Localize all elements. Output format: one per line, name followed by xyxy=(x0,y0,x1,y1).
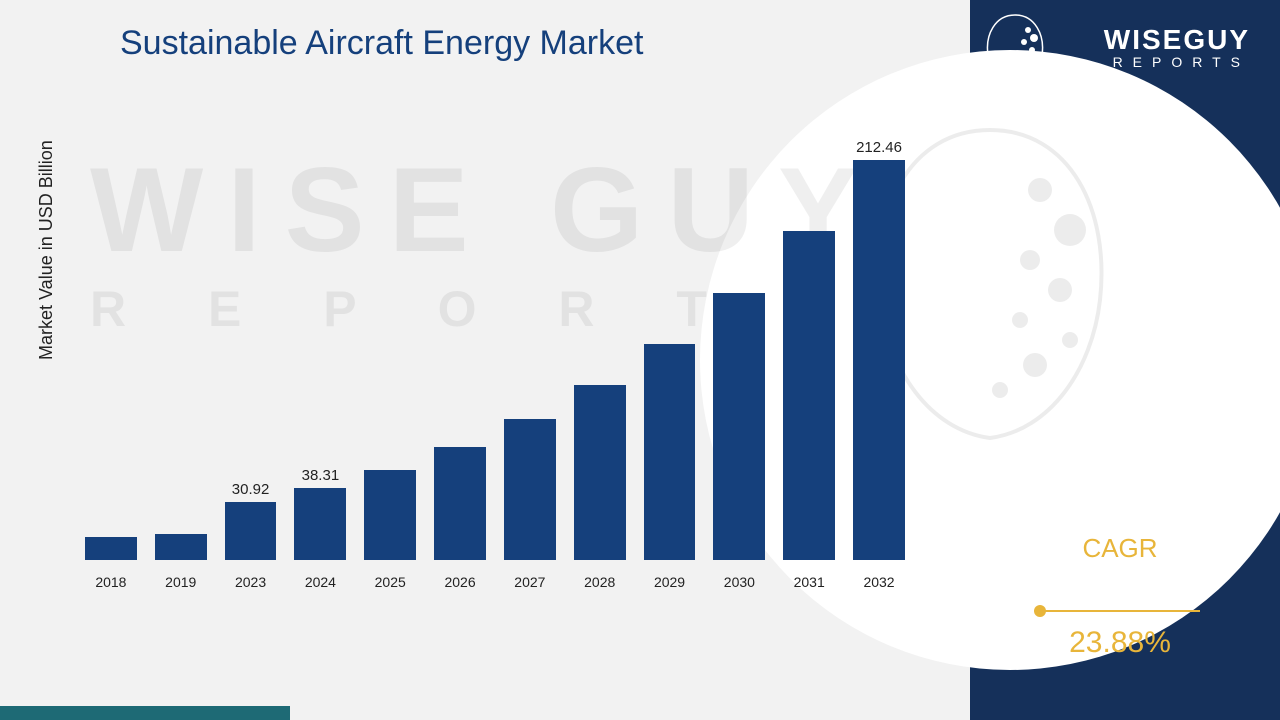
x-tick-label: 2029 xyxy=(644,568,696,590)
bar-wrap xyxy=(783,231,835,560)
bar-wrap: 30.92 xyxy=(225,481,277,560)
cagr-title: CAGR xyxy=(1020,533,1220,564)
bar xyxy=(225,502,277,560)
cagr-years: (2019-2032) xyxy=(1020,566,1220,592)
bar-wrap: 212.46 xyxy=(853,139,905,560)
x-tick-label: 2019 xyxy=(155,568,207,590)
bar-wrap xyxy=(434,447,486,560)
chart-title: Sustainable Aircraft Energy Market xyxy=(120,24,643,63)
cagr-block: CAGR (2019-2032) 23.88% xyxy=(1020,533,1220,660)
bar xyxy=(644,344,696,561)
bar xyxy=(294,488,346,560)
x-tick-label: 2032 xyxy=(853,568,905,590)
bar-wrap xyxy=(574,385,626,560)
bar xyxy=(85,537,137,560)
cagr-divider xyxy=(1040,610,1200,612)
x-tick-label: 2026 xyxy=(434,568,486,590)
bar xyxy=(504,419,556,560)
bar xyxy=(574,385,626,560)
bar-chart: 30.92 38.31 212.46 2018 2019 2023 2024 2025 202… xyxy=(85,130,905,590)
y-axis-label: Market Value in USD Billion xyxy=(36,140,57,360)
x-axis-labels: 2018 2019 2023 2024 2025 2026 2027 2028 2029 2030… xyxy=(85,568,905,590)
x-tick-label: 2027 xyxy=(504,568,556,590)
bar-value-label: 212.46 xyxy=(856,139,902,156)
x-tick-label: 2031 xyxy=(783,568,835,590)
bar xyxy=(364,470,416,560)
logo-sub-text: REPORTS xyxy=(1104,54,1250,70)
x-tick-label: 2018 xyxy=(85,568,137,590)
bar xyxy=(853,160,905,560)
bar-wrap: 38.31 xyxy=(294,467,346,560)
brand-logo: WISEGUY REPORTS xyxy=(1104,24,1250,70)
bottom-accent-bar xyxy=(0,706,290,720)
bar-value-label: 38.31 xyxy=(302,467,340,484)
bar-wrap xyxy=(364,470,416,560)
bar xyxy=(783,231,835,560)
cagr-value: 23.88% xyxy=(1020,626,1220,660)
bar-wrap xyxy=(713,293,765,560)
bar-value-label: 30.92 xyxy=(232,481,270,498)
chart-canvas: WISEGUY REPORTS Sustainable Aircraft Ene… xyxy=(0,0,1280,720)
logo-main-text: WISEGUY xyxy=(1104,24,1250,56)
x-tick-label: 2028 xyxy=(574,568,626,590)
x-tick-label: 2030 xyxy=(713,568,765,590)
x-tick-label: 2024 xyxy=(294,568,346,590)
bar-wrap xyxy=(85,537,137,560)
logo-head-icon xyxy=(980,10,1050,90)
bar xyxy=(155,534,207,560)
bar xyxy=(434,447,486,560)
x-tick-label: 2025 xyxy=(364,568,416,590)
bars-container: 30.9238.31212.46 xyxy=(85,160,905,560)
bar-wrap xyxy=(644,344,696,561)
bar-wrap xyxy=(155,534,207,560)
bar xyxy=(713,293,765,560)
bar-wrap xyxy=(504,419,556,560)
x-tick-label: 2023 xyxy=(225,568,277,590)
